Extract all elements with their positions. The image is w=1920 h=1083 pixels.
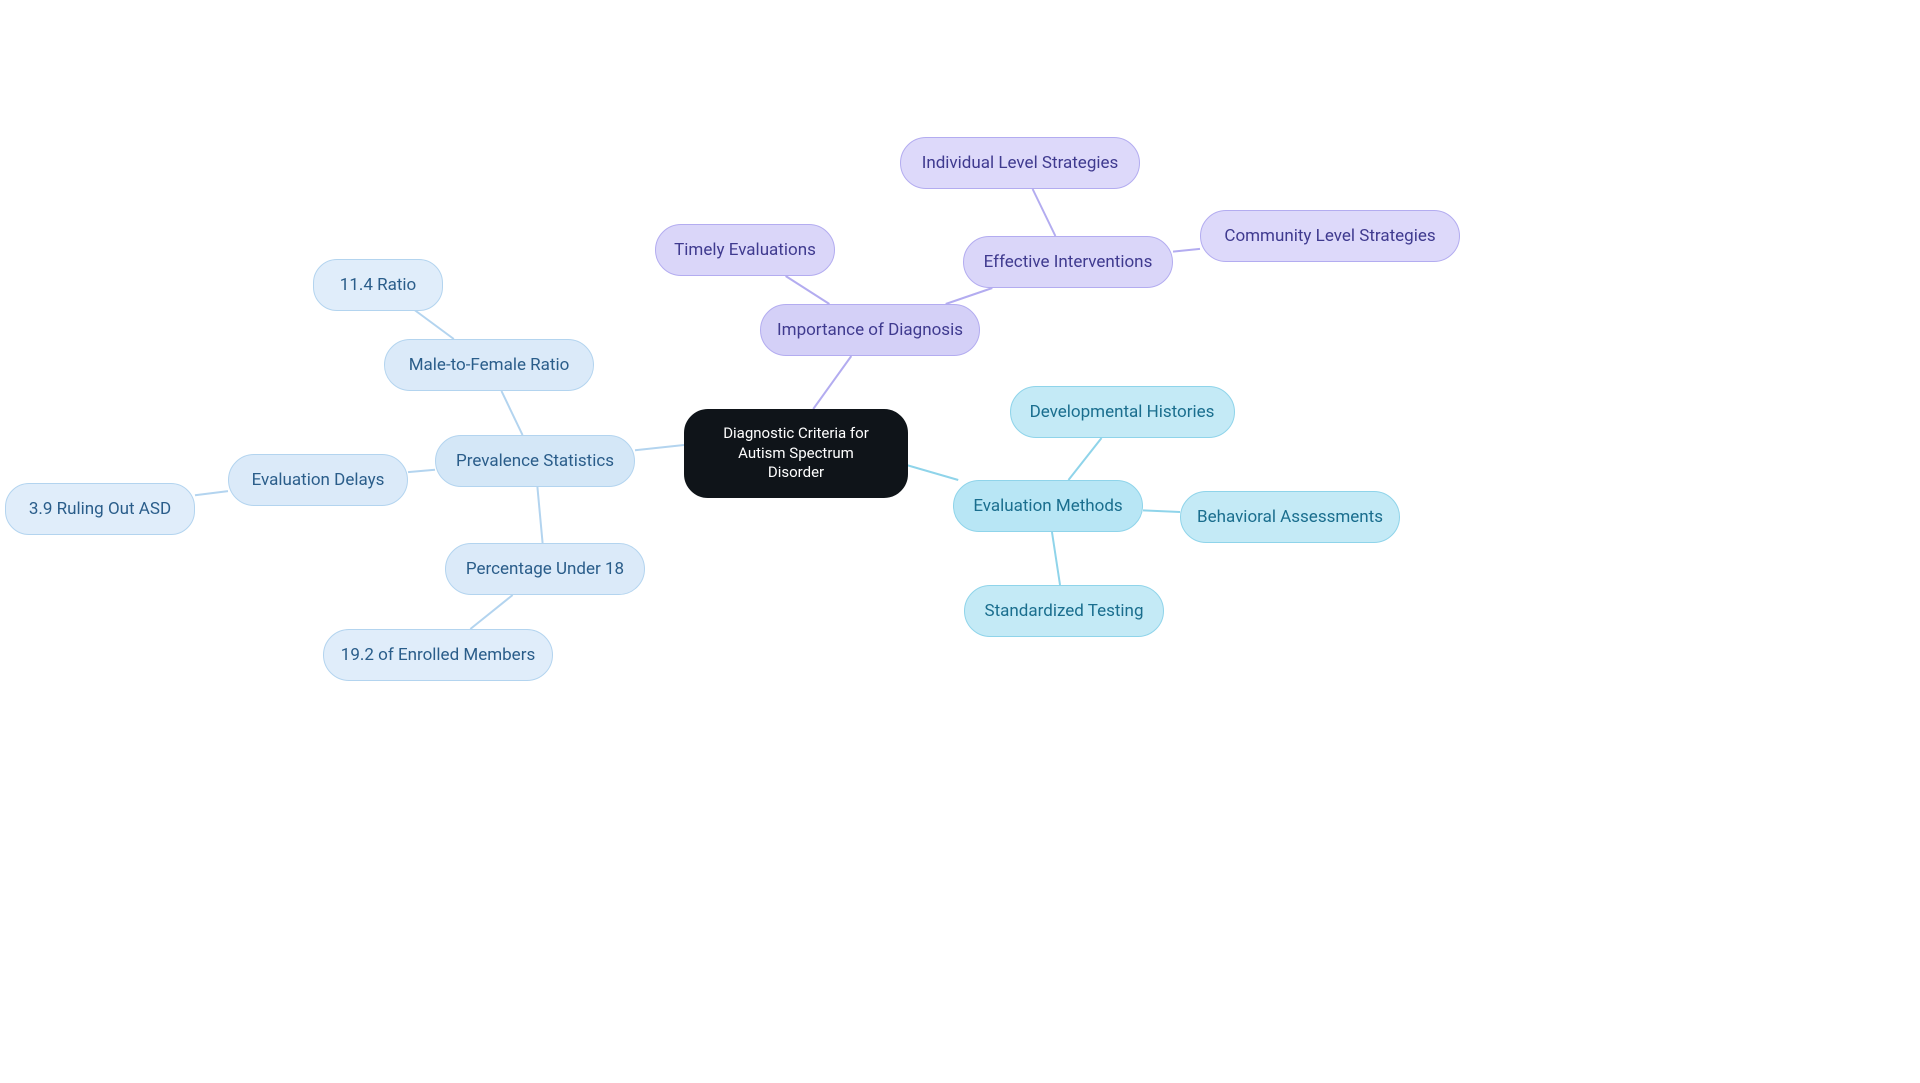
- edge-mfratio-ratio114: [410, 307, 453, 339]
- edge-prevalence-evaldelays: [408, 470, 435, 472]
- node-individual: Individual Level Strategies: [900, 137, 1140, 189]
- edge-interventions-individual: [1033, 189, 1056, 236]
- edge-pctunder18-enrolled: [470, 595, 512, 629]
- node-rulingout: 3.9 Ruling Out ASD: [5, 483, 195, 535]
- node-importance: Importance of Diagnosis: [760, 304, 980, 356]
- node-label-root: Diagnostic Criteria for Autism Spectrum …: [711, 424, 881, 483]
- node-ratio114: 11.4 Ratio: [313, 259, 443, 311]
- edge-root-prevalence: [635, 445, 684, 450]
- node-label-ratio114: 11.4 Ratio: [340, 274, 416, 296]
- node-label-mfratio: Male-to-Female Ratio: [409, 354, 570, 376]
- node-label-stdtest: Standardized Testing: [985, 600, 1144, 622]
- node-label-importance: Importance of Diagnosis: [777, 319, 963, 341]
- edge-importance-interventions: [946, 288, 993, 304]
- node-label-devhist: Developmental Histories: [1030, 401, 1215, 423]
- edge-evalmethods-devhist: [1068, 438, 1101, 480]
- node-stdtest: Standardized Testing: [964, 585, 1164, 637]
- node-devhist: Developmental Histories: [1010, 386, 1235, 438]
- node-evalmethods: Evaluation Methods: [953, 480, 1143, 532]
- node-behavioral: Behavioral Assessments: [1180, 491, 1400, 543]
- node-label-timely: Timely Evaluations: [674, 239, 816, 261]
- node-label-enrolled: 19.2 of Enrolled Members: [341, 644, 535, 666]
- node-label-behavioral: Behavioral Assessments: [1197, 506, 1383, 528]
- node-interventions: Effective Interventions: [963, 236, 1173, 288]
- edge-evalmethods-behavioral: [1143, 510, 1180, 512]
- node-evaldelays: Evaluation Delays: [228, 454, 408, 506]
- node-enrolled: 19.2 of Enrolled Members: [323, 629, 553, 681]
- edge-interventions-community: [1173, 249, 1200, 252]
- node-timely: Timely Evaluations: [655, 224, 835, 276]
- node-community: Community Level Strategies: [1200, 210, 1460, 262]
- node-label-interventions: Effective Interventions: [984, 251, 1153, 273]
- edge-evaldelays-rulingout: [195, 491, 228, 495]
- edge-prevalence-mfratio: [501, 391, 522, 435]
- edge-root-importance: [813, 356, 851, 409]
- node-pctunder18: Percentage Under 18: [445, 543, 645, 595]
- node-label-prevalence: Prevalence Statistics: [456, 450, 614, 472]
- node-label-evaldelays: Evaluation Delays: [252, 469, 385, 491]
- edge-evalmethods-stdtest: [1052, 532, 1060, 585]
- edge-prevalence-pctunder18: [537, 487, 542, 543]
- node-prevalence: Prevalence Statistics: [435, 435, 635, 487]
- node-root: Diagnostic Criteria for Autism Spectrum …: [684, 409, 908, 498]
- node-label-pctunder18: Percentage Under 18: [466, 558, 624, 580]
- node-label-rulingout: 3.9 Ruling Out ASD: [29, 498, 171, 520]
- node-label-community: Community Level Strategies: [1224, 225, 1435, 247]
- node-mfratio: Male-to-Female Ratio: [384, 339, 594, 391]
- node-label-individual: Individual Level Strategies: [922, 152, 1119, 174]
- edge-importance-timely: [786, 276, 830, 304]
- node-label-evalmethods: Evaluation Methods: [973, 495, 1122, 517]
